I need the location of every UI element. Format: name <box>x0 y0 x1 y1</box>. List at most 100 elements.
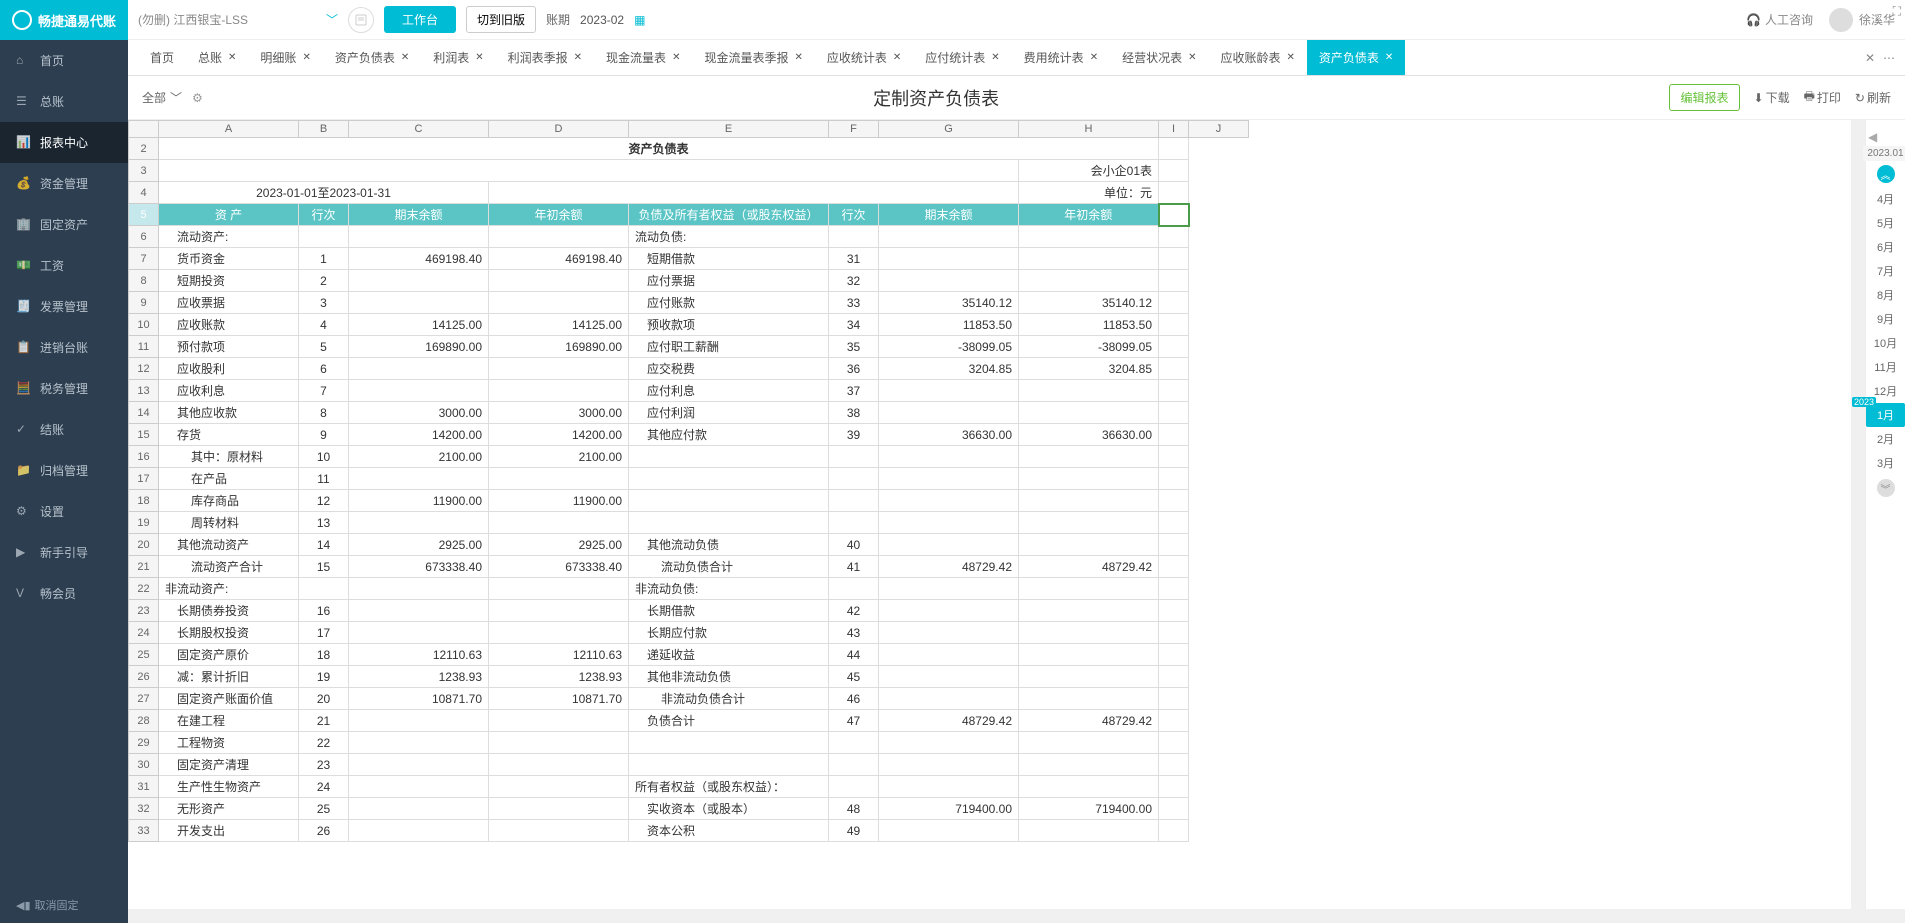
row-header[interactable]: 7 <box>129 248 159 270</box>
sidebar-footer-pin[interactable]: ◀▮ 取消固定 <box>0 887 128 923</box>
row-header[interactable]: 26 <box>129 666 159 688</box>
tab-9[interactable]: 应付统计表✕ <box>913 40 1011 75</box>
fullscreen-icon[interactable]: ⛶ <box>1893 4 1901 19</box>
col-header[interactable]: G <box>879 121 1019 138</box>
row-header[interactable]: 19 <box>129 512 159 534</box>
tab-close-icon[interactable]: ✕ <box>672 52 680 63</box>
month-item-4[interactable]: 8月 <box>1866 283 1905 307</box>
tab-close-icon[interactable]: ✕ <box>1188 52 1196 63</box>
nav-item-10[interactable]: 📁归档管理 <box>0 450 128 491</box>
note-icon-button[interactable] <box>348 7 374 33</box>
month-item-2[interactable]: 6月 <box>1866 235 1905 259</box>
nav-item-4[interactable]: 🏢固定资产 <box>0 204 128 245</box>
row-header[interactable]: 27 <box>129 688 159 710</box>
month-item-10[interactable]: 2月 <box>1866 427 1905 451</box>
row-header[interactable]: 6 <box>129 226 159 248</box>
nav-item-11[interactable]: ⚙设置 <box>0 491 128 532</box>
tab-0[interactable]: 首页 <box>138 40 186 75</box>
tab-2[interactable]: 明细账✕ <box>248 40 322 75</box>
row-header[interactable]: 25 <box>129 644 159 666</box>
nav-item-7[interactable]: 📋进销台账 <box>0 327 128 368</box>
row-header[interactable]: 9 <box>129 292 159 314</box>
tab-7[interactable]: 现金流量表季报✕ <box>692 40 814 75</box>
row-header[interactable]: 23 <box>129 600 159 622</box>
month-scroll-up[interactable]: ︽ <box>1877 165 1895 183</box>
switch-version-button[interactable]: 切到旧版 <box>466 6 536 33</box>
col-header[interactable]: D <box>489 121 629 138</box>
row-header[interactable]: 22 <box>129 578 159 600</box>
tab-close-all-icon[interactable]: ✕ <box>1865 51 1875 65</box>
row-header[interactable]: 8 <box>129 270 159 292</box>
row-header[interactable]: 10 <box>129 314 159 336</box>
row-header[interactable]: 2 <box>129 138 159 160</box>
row-header[interactable]: 20 <box>129 534 159 556</box>
nav-item-13[interactable]: V畅会员 <box>0 573 128 614</box>
col-header[interactable]: J <box>1189 121 1249 138</box>
tab-close-icon[interactable]: ✕ <box>475 52 483 63</box>
row-header[interactable]: 30 <box>129 754 159 776</box>
col-header[interactable]: C <box>349 121 489 138</box>
row-header[interactable]: 12 <box>129 358 159 380</box>
tab-3[interactable]: 资产负债表✕ <box>323 40 421 75</box>
tab-10[interactable]: 费用统计表✕ <box>1012 40 1110 75</box>
download-button[interactable]: ⬇ 下载 <box>1754 89 1790 106</box>
col-header[interactable]: I <box>1159 121 1189 138</box>
spreadsheet[interactable]: ABCDEFGHIJ2资产负债表3会小企01表42023-01-01至2023-… <box>128 120 1851 909</box>
tab-close-icon[interactable]: ✕ <box>794 52 802 63</box>
workbench-button[interactable]: 工作台 <box>384 6 456 33</box>
row-header[interactable]: 31 <box>129 776 159 798</box>
row-header[interactable]: 17 <box>129 468 159 490</box>
tab-close-icon[interactable]: ✕ <box>228 52 236 63</box>
tab-4[interactable]: 利润表✕ <box>421 40 495 75</box>
tab-close-icon[interactable]: ✕ <box>302 52 310 63</box>
row-header[interactable]: 15 <box>129 424 159 446</box>
filter-select[interactable]: 全部 ﹀ ⚙ <box>142 89 203 106</box>
tab-5[interactable]: 利润表季报✕ <box>496 40 594 75</box>
month-item-11[interactable]: 3月 <box>1866 451 1905 475</box>
row-header[interactable]: 14 <box>129 402 159 424</box>
col-header[interactable]: B <box>299 121 349 138</box>
print-button[interactable]: 🖶 打印 <box>1804 87 1841 108</box>
calendar-icon[interactable]: ▦ <box>634 13 645 27</box>
nav-item-6[interactable]: 🧾发票管理 <box>0 286 128 327</box>
nav-item-0[interactable]: ⌂首页 <box>0 40 128 81</box>
row-header[interactable]: 28 <box>129 710 159 732</box>
month-item-7[interactable]: 11月 <box>1866 355 1905 379</box>
settings-gear-icon[interactable]: ⚙ <box>192 91 203 105</box>
tab-6[interactable]: 现金流量表✕ <box>594 40 692 75</box>
expand-left-icon[interactable]: ◀ <box>1868 130 1877 144</box>
col-header[interactable]: A <box>159 121 299 138</box>
month-item-3[interactable]: 7月 <box>1866 259 1905 283</box>
month-item-9[interactable]: 20231月 <box>1866 403 1905 427</box>
nav-item-12[interactable]: ▶新手引导 <box>0 532 128 573</box>
tab-more-icon[interactable]: ⋯ <box>1883 51 1895 65</box>
row-header[interactable]: 32 <box>129 798 159 820</box>
scrollbar-vertical[interactable] <box>1851 120 1865 909</box>
user-menu[interactable]: 徐溪华 <box>1829 8 1895 32</box>
col-header[interactable]: H <box>1019 121 1159 138</box>
row-header[interactable]: 21 <box>129 556 159 578</box>
month-item-6[interactable]: 10月 <box>1866 331 1905 355</box>
row-header[interactable]: 16 <box>129 446 159 468</box>
tab-close-icon[interactable]: ✕ <box>1287 52 1295 63</box>
refresh-button[interactable]: ↻ 刷新 <box>1855 89 1891 106</box>
col-header[interactable]: E <box>629 121 829 138</box>
row-header[interactable]: 29 <box>129 732 159 754</box>
tab-close-icon[interactable]: ✕ <box>991 52 999 63</box>
nav-item-1[interactable]: ☰总账 <box>0 81 128 122</box>
row-header[interactable]: 11 <box>129 336 159 358</box>
month-item-0[interactable]: 4月 <box>1866 187 1905 211</box>
nav-item-2[interactable]: 📊报表中心 <box>0 122 128 163</box>
month-item-5[interactable]: 9月 <box>1866 307 1905 331</box>
consult-button[interactable]: 🎧 人工咨询 <box>1746 11 1813 28</box>
row-header[interactable]: 33 <box>129 820 159 842</box>
row-header[interactable]: 18 <box>129 490 159 512</box>
tab-close-icon[interactable]: ✕ <box>574 52 582 63</box>
nav-item-8[interactable]: 🧮税务管理 <box>0 368 128 409</box>
tab-close-icon[interactable]: ✕ <box>893 52 901 63</box>
scrollbar-horizontal[interactable] <box>128 909 1905 923</box>
tab-11[interactable]: 经营状况表✕ <box>1110 40 1208 75</box>
period-value[interactable]: 2023-02 <box>580 13 624 27</box>
row-header[interactable]: 24 <box>129 622 159 644</box>
tab-1[interactable]: 总账✕ <box>186 40 248 75</box>
